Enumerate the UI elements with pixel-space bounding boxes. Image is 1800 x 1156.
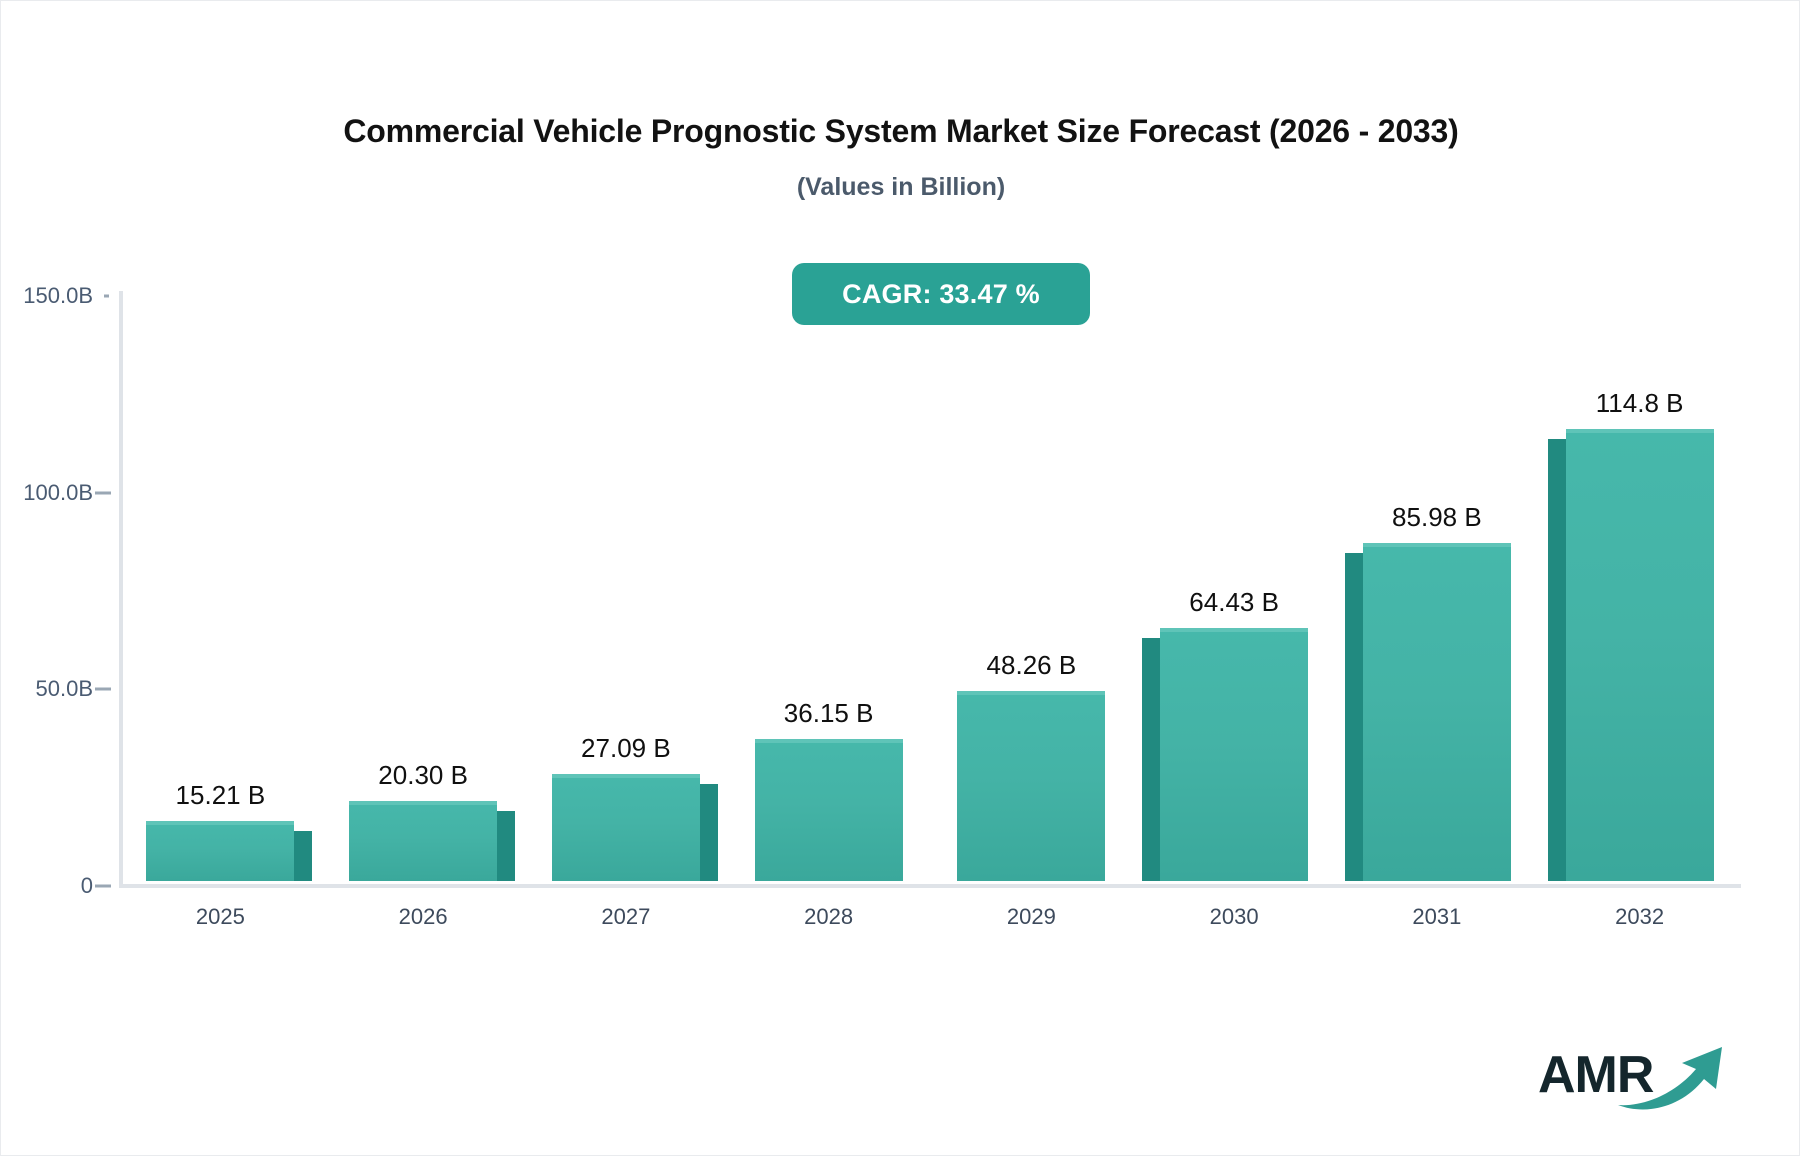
bar-value-label: 85.98 B <box>1392 501 1482 532</box>
cagr-badge: CAGR: 33.47 % <box>792 263 1090 325</box>
bar-front-face <box>1565 429 1714 881</box>
bar-top-highlight <box>551 774 700 779</box>
bar-front-face <box>754 738 903 881</box>
x-axis-tick-label: 2031 <box>1412 904 1462 929</box>
bar-value-label: 64.43 B <box>1189 586 1279 617</box>
bar-front-face <box>146 821 295 881</box>
bar-2030[interactable] <box>1142 627 1309 881</box>
y-axis-tick-mark <box>95 884 111 888</box>
bar-value-label: 36.15 B <box>783 697 874 728</box>
amr-logo: AMR <box>1538 1037 1738 1117</box>
bar-top-highlight <box>1160 627 1309 632</box>
bar-top-highlight <box>146 821 295 826</box>
bar-value-label: 20.30 B <box>378 760 468 791</box>
bar-front-face <box>957 691 1106 881</box>
bar-value-label: 15.21 B <box>175 780 266 811</box>
y-axis-tick-label: 150.0B <box>23 283 93 308</box>
bar-value-label: 27.09 B <box>581 733 671 764</box>
x-axis-tick-label: 2030 <box>1209 904 1259 929</box>
bar-front-face <box>349 801 498 881</box>
bar-2029[interactable] <box>957 691 1106 881</box>
y-axis-tick-label: 0 <box>80 873 93 898</box>
bar-side-face <box>497 811 516 881</box>
x-axis-tick-label: 2026 <box>398 904 448 929</box>
bar-2031[interactable] <box>1344 542 1511 881</box>
bar-side-face <box>294 831 313 881</box>
bar-top-highlight <box>349 801 498 806</box>
chart-subtitle: (Values in Billion) <box>796 173 1006 201</box>
bar-value-label: 48.26 B <box>986 650 1077 681</box>
page-title: Commercial Vehicle Prognostic System Mar… <box>343 113 1459 149</box>
x-axis-tick-label: 2025 <box>195 904 245 929</box>
bar-front-face <box>1362 542 1511 881</box>
bar-2025[interactable] <box>146 821 313 881</box>
cagr-badge-label: CAGR: 33.47 % <box>842 278 1040 309</box>
bar-front-face <box>1160 627 1309 881</box>
plot-area: 15.21 B 20.30 B 27.09 B 36.15 B 48.26 B 64.43… <box>119 291 1741 891</box>
bar-side-face <box>1344 552 1363 881</box>
x-axis-line <box>119 884 1741 888</box>
bar-side-face <box>1547 439 1566 881</box>
y-axis-tick-mark <box>95 687 111 691</box>
amr-logo-text: AMR <box>1538 1046 1654 1104</box>
bar-2026[interactable] <box>349 801 516 881</box>
x-axis-tick-label: 2028 <box>804 904 854 929</box>
y-axis-tick-mark <box>95 491 111 495</box>
bar-front-face <box>551 774 700 881</box>
bar-value-label: 114.8 B <box>1595 388 1684 419</box>
bar-2032[interactable] <box>1547 429 1714 881</box>
bar-side-face <box>1142 637 1161 881</box>
rising-arrow-icon <box>1618 1047 1722 1110</box>
y-axis-tick-label: 100.0B <box>23 479 93 505</box>
x-axis-tick-label: 2032 <box>1615 904 1665 929</box>
y-axis-tick-mark <box>104 294 109 298</box>
x-axis-tick-label: 2029 <box>1006 904 1056 929</box>
bar-2028[interactable] <box>754 738 903 881</box>
y-axis-tick-label: 50.0B <box>35 676 94 702</box>
bar-top-highlight <box>754 738 903 743</box>
bar-side-face <box>699 784 718 881</box>
x-axis-tick-label: 2027 <box>601 904 651 929</box>
bar-2027[interactable] <box>551 774 718 881</box>
y-axis-line <box>119 291 123 888</box>
bar-top-highlight <box>1362 542 1511 547</box>
bar-top-highlight <box>957 691 1106 696</box>
bar-top-highlight <box>1565 429 1714 434</box>
